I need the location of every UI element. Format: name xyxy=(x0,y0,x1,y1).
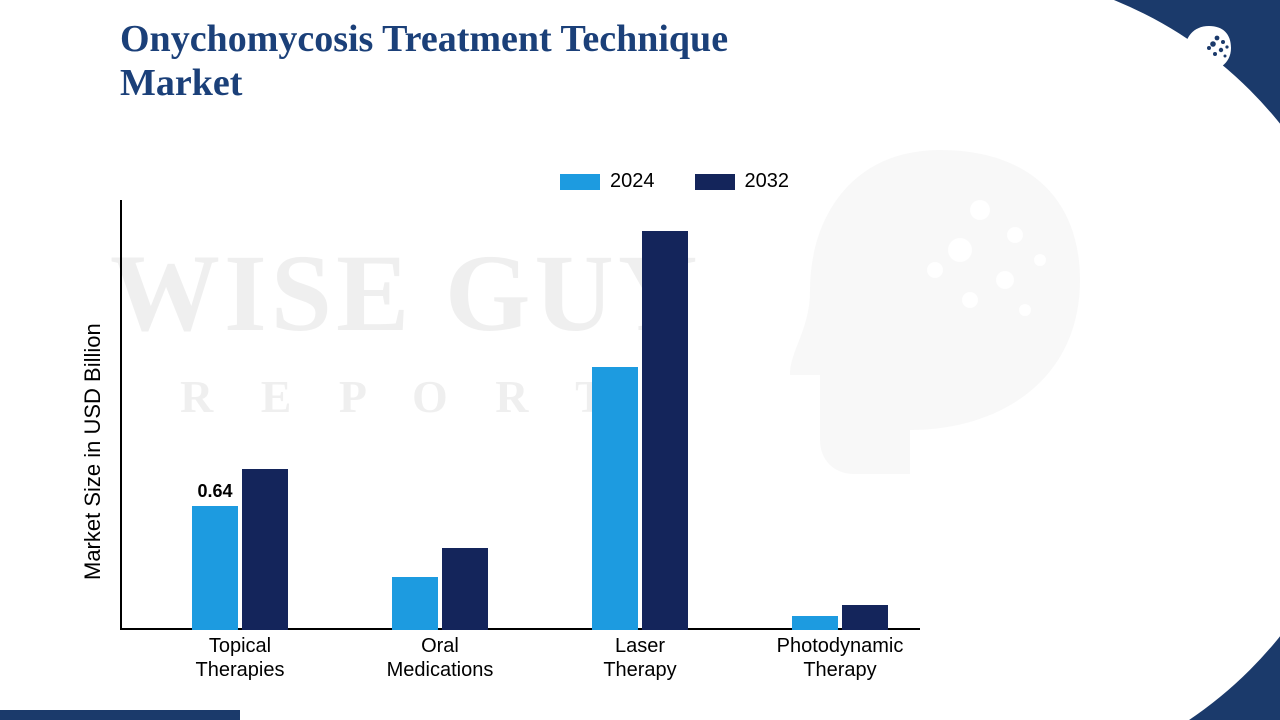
x-axis-label: TopicalTherapies xyxy=(140,634,340,682)
legend-label: 2024 xyxy=(610,170,655,193)
brand-logo: WISE GUY R E P O R T S xyxy=(990,24,1240,80)
bar-2032 xyxy=(442,548,488,630)
brand-head-icon xyxy=(1179,24,1239,80)
bar-2032 xyxy=(842,605,888,630)
bar-2024 xyxy=(792,616,838,630)
bar-2024 xyxy=(392,577,438,630)
brand-logo-bottom: R E P O R T S xyxy=(990,58,1171,76)
bar-2032 xyxy=(242,469,288,630)
stage: WISE GUY R E P O R T S WISE GUY R E P O … xyxy=(0,0,1280,720)
chart-title: Onychomycosis Treatment Technique Market xyxy=(120,18,740,105)
bar-2032 xyxy=(642,231,688,630)
legend-swatch xyxy=(560,174,600,190)
legend-label: 2032 xyxy=(745,170,790,193)
x-axis-label: PhotodynamicTherapy xyxy=(740,634,940,682)
legend: 2024 2032 xyxy=(560,170,789,193)
y-axis-label: Market Size in USD Billion xyxy=(80,323,106,580)
bar-2024 xyxy=(192,506,238,631)
bottom-accent-bar xyxy=(0,710,240,720)
bar-chart: 0.64TopicalTherapiesOralMedicationsLaser… xyxy=(120,200,920,630)
y-axis xyxy=(120,200,122,630)
legend-item: 2032 xyxy=(695,170,790,193)
x-axis-label: OralMedications xyxy=(340,634,540,682)
brand-logo-top: WISE GUY xyxy=(990,24,1171,58)
legend-swatch xyxy=(695,174,735,190)
legend-item: 2024 xyxy=(560,170,655,193)
bar-value-label: 0.64 xyxy=(188,481,242,502)
bar-2024 xyxy=(592,367,638,630)
x-axis-label: LaserTherapy xyxy=(540,634,740,682)
